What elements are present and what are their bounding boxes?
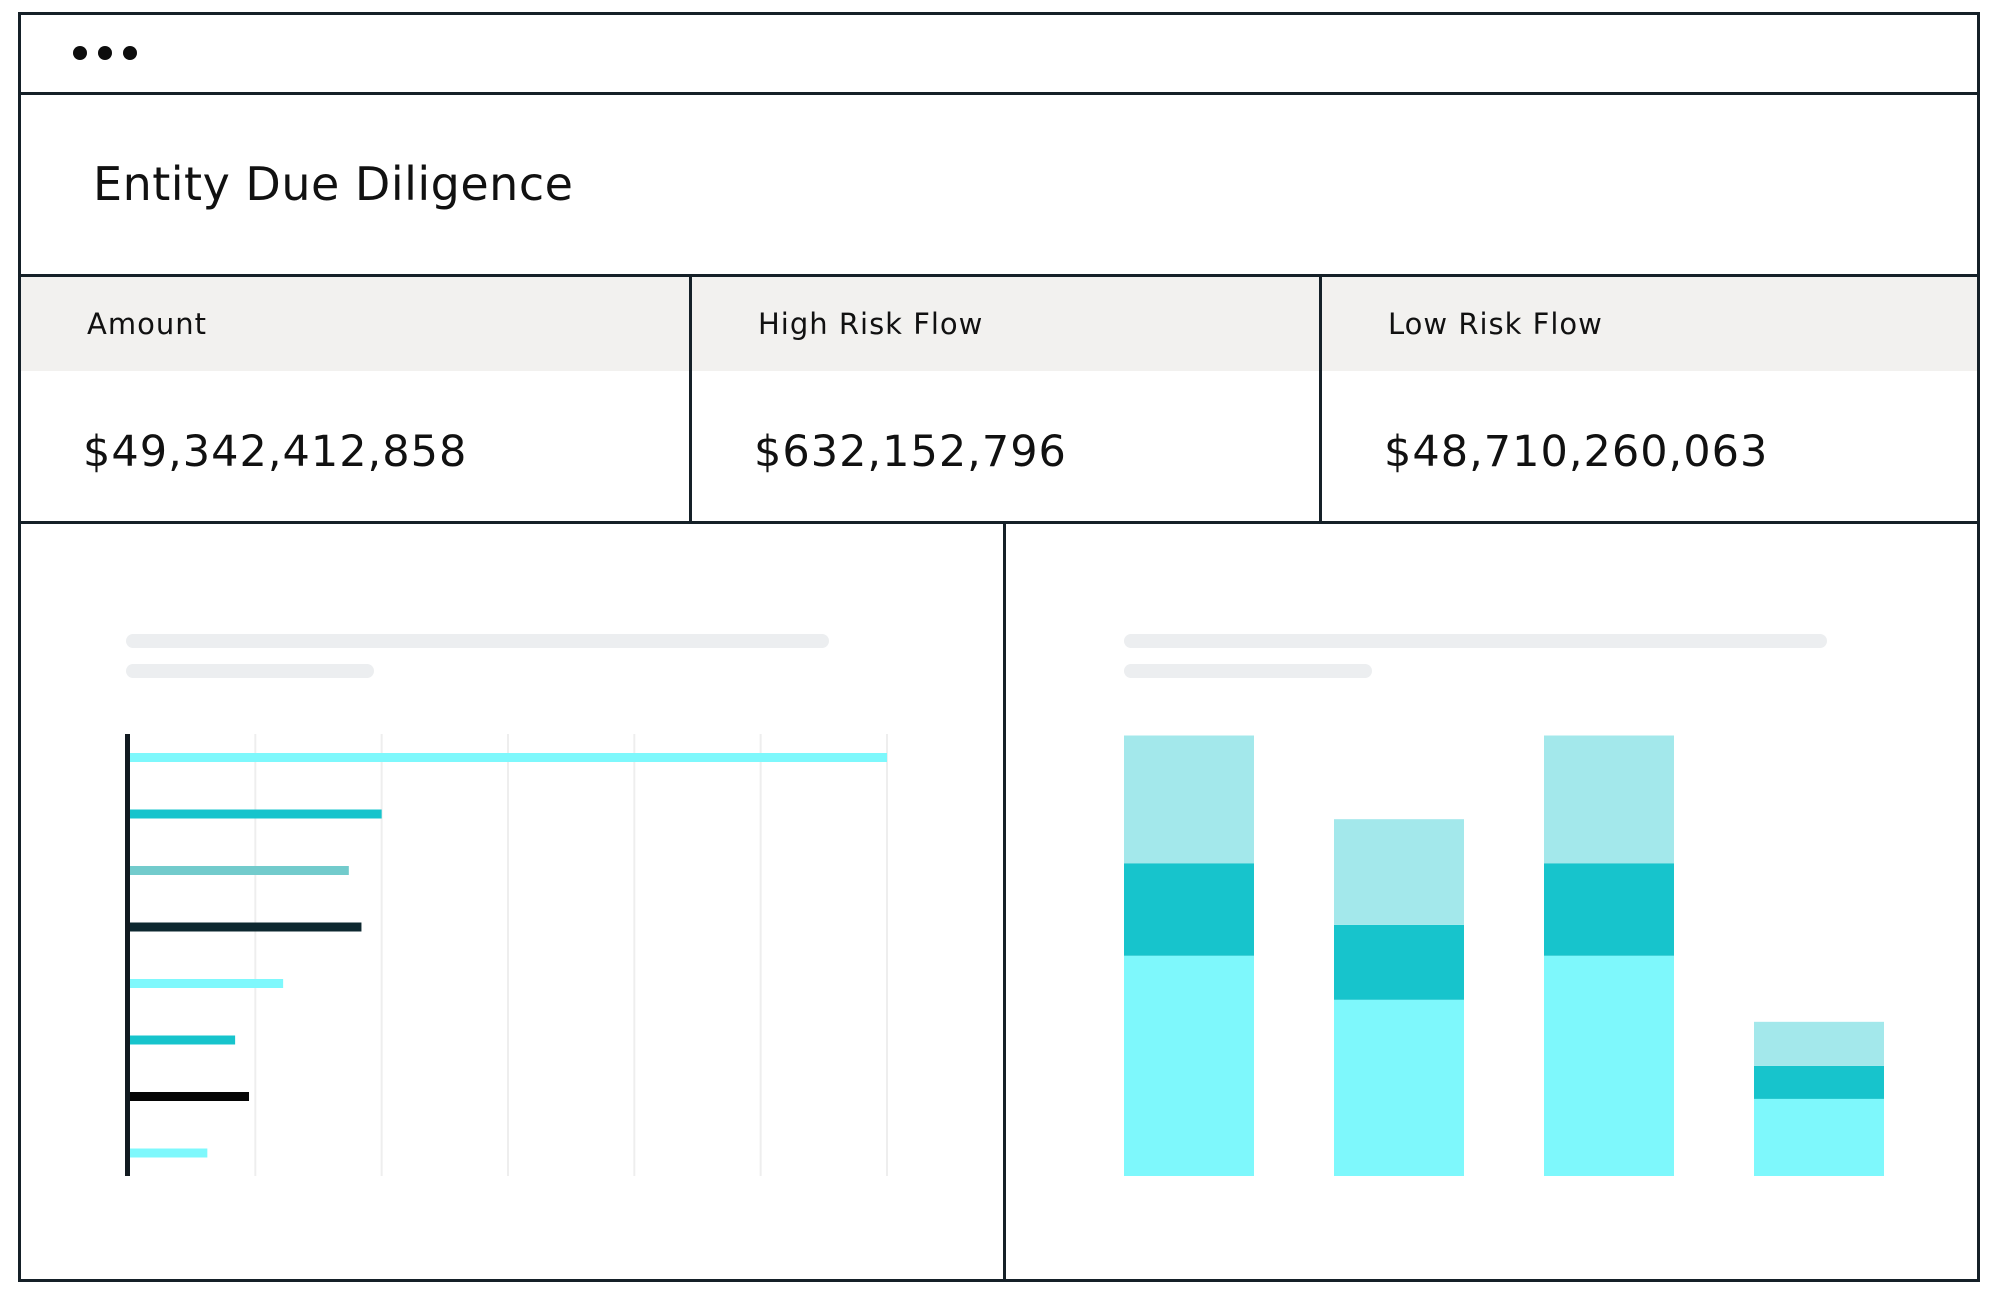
stat-high-risk-flow: High Risk Flow $632,152,796 [689,277,1319,521]
bar-segment [1334,819,1464,925]
app-window: Entity Due Diligence Amount $49,342,412,… [18,12,1980,1282]
bar [129,979,284,988]
bar [129,809,382,819]
subtitle-placeholder [1124,664,1372,678]
bar-segment [1544,735,1674,864]
window-titlebar [21,15,1977,95]
stat-amount: Amount $49,342,412,858 [21,277,689,521]
dot [73,46,87,60]
stacked-bar-chart [1124,735,1884,1176]
bar-segment [1124,955,1254,1176]
horizontal-bar-chart-panel [21,524,1003,1279]
stat-label: Low Risk Flow [1322,277,1977,371]
stat-low-risk-flow: Low Risk Flow $48,710,260,063 [1319,277,1977,521]
bar-segment [1544,955,1674,1176]
page-header: Entity Due Diligence [21,95,1977,277]
y-axis-line [125,734,130,1176]
bar [129,1092,250,1101]
stacked-bar-chart-panel [1003,524,1977,1279]
stats-row: Amount $49,342,412,858 High Risk Flow $6… [21,277,1977,524]
stat-label: High Risk Flow [692,277,1319,371]
bar-segment [1754,1098,1884,1176]
bar-segment [1334,999,1464,1176]
stat-value: $48,710,260,063 [1384,427,1769,477]
bar [129,753,887,762]
title-placeholder [126,634,829,648]
horizontal-bar-chart [125,734,888,1176]
stat-value: $632,152,796 [754,427,1067,477]
bar-segment [1124,863,1254,956]
title-placeholder [1124,634,1827,648]
ellipsis-icon[interactable] [73,46,137,60]
bar [129,1035,236,1045]
bar-segment [1124,735,1254,864]
bar [129,866,349,875]
bar-segment [1334,924,1464,1000]
stat-value: $49,342,412,858 [83,427,468,477]
page-title: Entity Due Diligence [93,157,574,211]
bar [129,922,362,932]
dot [98,46,112,60]
dot [123,46,137,60]
stat-label: Amount [21,277,689,371]
subtitle-placeholder [126,664,374,678]
charts-row [21,524,1977,1279]
bar-segment [1754,1065,1884,1099]
bar-segment [1754,1021,1884,1066]
bar-segment [1544,863,1674,956]
bar [129,1148,208,1158]
